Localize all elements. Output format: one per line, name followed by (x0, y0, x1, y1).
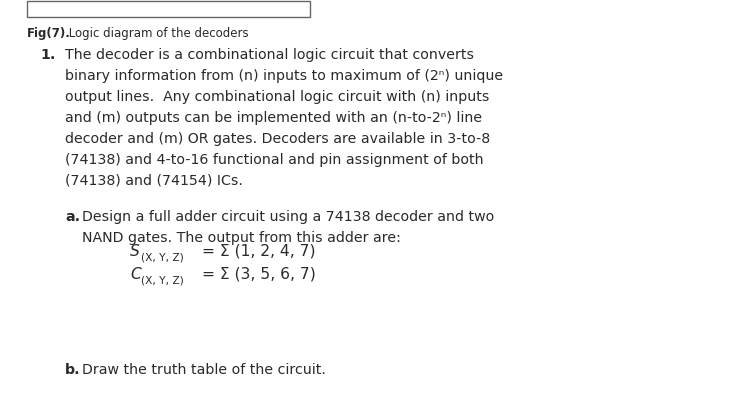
Text: Fig(7).: Fig(7). (27, 27, 71, 40)
Text: a.: a. (65, 209, 80, 224)
Text: (74138) and 4-to-16 functional and pin assignment of both: (74138) and 4-to-16 functional and pin a… (65, 153, 483, 166)
Text: (X, Y, Z): (X, Y, Z) (141, 252, 184, 262)
Text: binary information from (n) inputs to maximum of (2ⁿ) unique: binary information from (n) inputs to ma… (65, 69, 503, 83)
Text: (74138) and (74154) ICs.: (74138) and (74154) ICs. (65, 174, 243, 188)
Text: b.: b. (65, 362, 81, 376)
Text: The decoder is a combinational logic circuit that converts: The decoder is a combinational logic cir… (65, 48, 474, 62)
Text: NAND gates. The output from this adder are:: NAND gates. The output from this adder a… (82, 230, 401, 244)
Text: and (m) outputs can be implemented with an (n-to-2ⁿ) line: and (m) outputs can be implemented with … (65, 111, 482, 125)
Text: 1.: 1. (40, 48, 56, 62)
Text: output lines.  Any combinational logic circuit with (n) inputs: output lines. Any combinational logic ci… (65, 90, 489, 104)
Text: C: C (130, 266, 141, 281)
Text: (X, Y, Z): (X, Y, Z) (141, 275, 184, 285)
Text: Logic diagram of the decoders: Logic diagram of the decoders (65, 27, 248, 40)
Text: = Σ (1, 2, 4, 7): = Σ (1, 2, 4, 7) (202, 243, 316, 258)
Text: decoder and (m) OR gates. Decoders are available in 3-to-8: decoder and (m) OR gates. Decoders are a… (65, 132, 490, 146)
Text: Design a full adder circuit using a 74138 decoder and two: Design a full adder circuit using a 7413… (82, 209, 494, 224)
Text: = Σ (3, 5, 6, 7): = Σ (3, 5, 6, 7) (202, 266, 316, 281)
Text: S: S (130, 243, 140, 258)
Text: Draw the truth table of the circuit.: Draw the truth table of the circuit. (82, 362, 326, 376)
